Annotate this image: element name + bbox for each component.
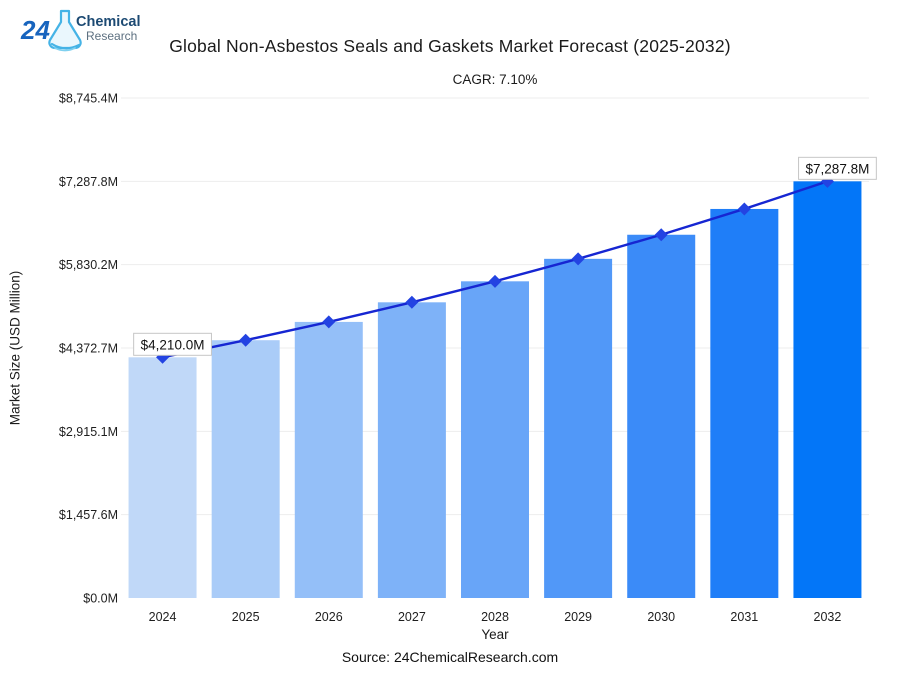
y-tick-label: $5,830.2M — [59, 258, 118, 272]
marker-2030 — [654, 228, 668, 242]
y-tick-label: $4,372.7M — [59, 342, 118, 356]
chart-subtitle: CAGR: 7.10% — [452, 72, 538, 87]
x-tick-label: 2024 — [149, 610, 177, 624]
bar-2032 — [793, 181, 862, 598]
marker-2026 — [322, 315, 336, 329]
x-tick-label: 2032 — [814, 610, 842, 624]
bar-2026 — [294, 321, 363, 598]
x-tick-label: 2027 — [398, 610, 426, 624]
y-tick-label: $1,457.6M — [59, 508, 118, 522]
bar-2027 — [377, 302, 446, 598]
data-label: $7,287.8M — [806, 161, 870, 176]
x-axis-title: Year — [481, 627, 509, 642]
flask-icon — [48, 9, 82, 52]
marker-2028 — [488, 274, 502, 288]
x-tick-label: 2029 — [564, 610, 592, 624]
y-tick-label: $8,745.4M — [59, 92, 118, 106]
y-tick-label: $2,915.1M — [59, 425, 118, 439]
bar-2028 — [461, 281, 529, 598]
marker-2027 — [405, 295, 419, 309]
marker-2029 — [571, 252, 585, 266]
brand-logo: 24 Chemical Research — [20, 9, 140, 52]
source-caption: Source: 24ChemicalResearch.com — [341, 649, 559, 665]
x-tick-label: 2030 — [647, 610, 675, 624]
bar-2029 — [544, 258, 613, 598]
logo-number: 24 — [20, 15, 50, 45]
bar-2024 — [128, 357, 197, 598]
marker-2025 — [239, 333, 253, 347]
chart-title: Global Non-Asbestos Seals and Gaskets Ma… — [169, 36, 731, 56]
x-tick-label: 2025 — [232, 610, 260, 624]
logo-line1: Chemical — [76, 14, 140, 30]
marker-2031 — [737, 202, 751, 216]
bar-2030 — [627, 234, 696, 599]
data-label-box — [133, 332, 212, 356]
data-label-box — [798, 156, 877, 180]
y-tick-label: $7,287.8M — [59, 175, 118, 189]
bar-2025 — [211, 340, 280, 598]
logo-line2: Research — [86, 29, 137, 43]
x-tick-label: 2028 — [481, 610, 509, 624]
x-tick-label: 2031 — [730, 610, 758, 624]
x-tick-label: 2026 — [315, 610, 343, 624]
y-tick-label: $0.0M — [83, 592, 118, 606]
bar-2031 — [710, 208, 779, 598]
data-label: $4,210.0M — [141, 337, 205, 352]
